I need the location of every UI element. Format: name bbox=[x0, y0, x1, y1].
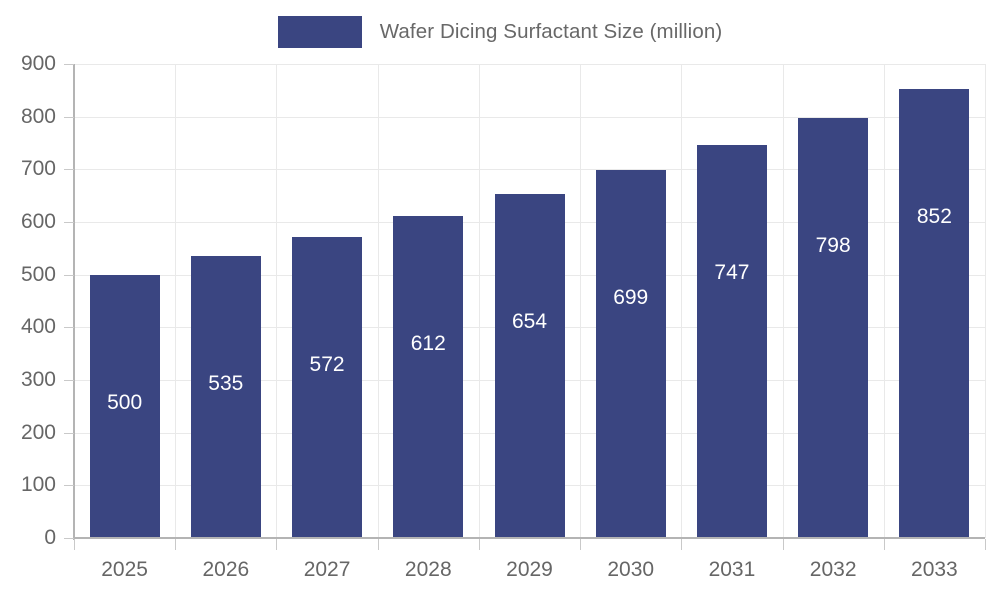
gridline-vertical bbox=[580, 64, 581, 538]
y-axis-tick bbox=[64, 327, 74, 329]
x-axis-tick-label: 2026 bbox=[202, 558, 250, 581]
x-axis-tick-label: 2029 bbox=[506, 558, 553, 581]
y-axis-tick-label: 200 bbox=[20, 420, 56, 444]
x-axis-tick-label: 2028 bbox=[404, 558, 452, 581]
y-axis-tick-label: 600 bbox=[20, 210, 56, 233]
bar[interactable] bbox=[798, 117, 869, 538]
y-axis-tick bbox=[64, 222, 74, 223]
x-axis-tick-label: 2027 bbox=[303, 558, 351, 581]
y-axis-tick-label: 800 bbox=[20, 104, 56, 128]
gridline-horizontal bbox=[74, 169, 985, 171]
gridline-vertical bbox=[985, 64, 986, 538]
bar[interactable] bbox=[899, 89, 970, 538]
legend-label: Wafer Dicing Surfactant Size (million) bbox=[379, 20, 723, 43]
x-axis-tick bbox=[580, 539, 581, 550]
x-axis-tick-label: 2030 bbox=[607, 558, 655, 581]
x-axis-tick-label: 2031 bbox=[708, 558, 756, 581]
y-axis-tick-label: 500 bbox=[20, 262, 56, 286]
gridline-horizontal bbox=[74, 64, 985, 65]
x-axis-tick bbox=[175, 539, 176, 550]
y-axis-tick bbox=[64, 169, 74, 171]
y-axis-tick-label: 400 bbox=[20, 315, 56, 339]
gridline-vertical bbox=[378, 64, 379, 538]
y-axis-tick bbox=[64, 485, 74, 487]
x-axis-tick bbox=[985, 539, 986, 550]
bar-value-label: 699 bbox=[613, 285, 649, 309]
gridline-vertical bbox=[276, 64, 277, 538]
bar-value-label: 535 bbox=[208, 372, 244, 396]
x-axis-tick bbox=[479, 539, 480, 550]
y-axis-tick bbox=[64, 116, 74, 118]
y-axis-tick bbox=[64, 64, 74, 65]
bar[interactable] bbox=[595, 169, 666, 538]
gridline-vertical bbox=[479, 64, 480, 538]
y-axis-tick bbox=[64, 538, 74, 539]
x-axis-line bbox=[74, 537, 985, 539]
y-axis-tick-label: 300 bbox=[20, 368, 56, 391]
y-axis-tick-label: 100 bbox=[20, 473, 56, 497]
bar-value-label: 572 bbox=[309, 352, 345, 376]
x-axis-tick-label: 2032 bbox=[809, 558, 857, 581]
plot-area bbox=[74, 64, 986, 539]
y-axis-tick-label: 0 bbox=[44, 526, 56, 549]
bar[interactable] bbox=[292, 236, 363, 538]
x-axis-tick bbox=[378, 539, 379, 550]
bar[interactable] bbox=[190, 256, 261, 538]
gridline-vertical bbox=[783, 64, 784, 538]
x-axis-tick bbox=[681, 539, 682, 550]
bar-value-label: 852 bbox=[916, 205, 952, 229]
bar[interactable] bbox=[393, 215, 464, 538]
x-axis-tick bbox=[74, 539, 75, 550]
y-axis-tick bbox=[64, 380, 74, 381]
gridline-horizontal bbox=[74, 116, 985, 118]
bar[interactable] bbox=[696, 144, 767, 538]
bar[interactable] bbox=[494, 193, 565, 538]
bar-value-label: 747 bbox=[714, 260, 750, 284]
gridline-vertical bbox=[681, 64, 682, 538]
x-axis-tick-label: 2033 bbox=[911, 558, 958, 581]
y-axis-tick-label: 700 bbox=[20, 157, 56, 181]
y-axis-line bbox=[73, 64, 75, 540]
bar-value-label: 612 bbox=[410, 331, 446, 355]
x-axis-tick bbox=[884, 539, 885, 550]
gridline-vertical bbox=[175, 64, 176, 538]
x-axis-tick bbox=[276, 539, 277, 550]
legend-swatch-icon bbox=[277, 16, 362, 48]
chart-legend: Wafer Dicing Surfactant Size (million) bbox=[0, 14, 1000, 50]
x-axis-tick-label: 2025 bbox=[101, 558, 148, 581]
y-axis-tick bbox=[64, 274, 74, 276]
y-axis-tick bbox=[64, 432, 74, 434]
gridline-vertical bbox=[884, 64, 885, 538]
bar-value-label: 654 bbox=[511, 309, 548, 333]
bar-value-label: 798 bbox=[815, 233, 851, 257]
y-axis-tick-label: 900 bbox=[20, 52, 56, 75]
bar[interactable] bbox=[89, 274, 160, 538]
x-axis-tick bbox=[783, 539, 784, 550]
bar-value-label: 500 bbox=[107, 390, 143, 414]
